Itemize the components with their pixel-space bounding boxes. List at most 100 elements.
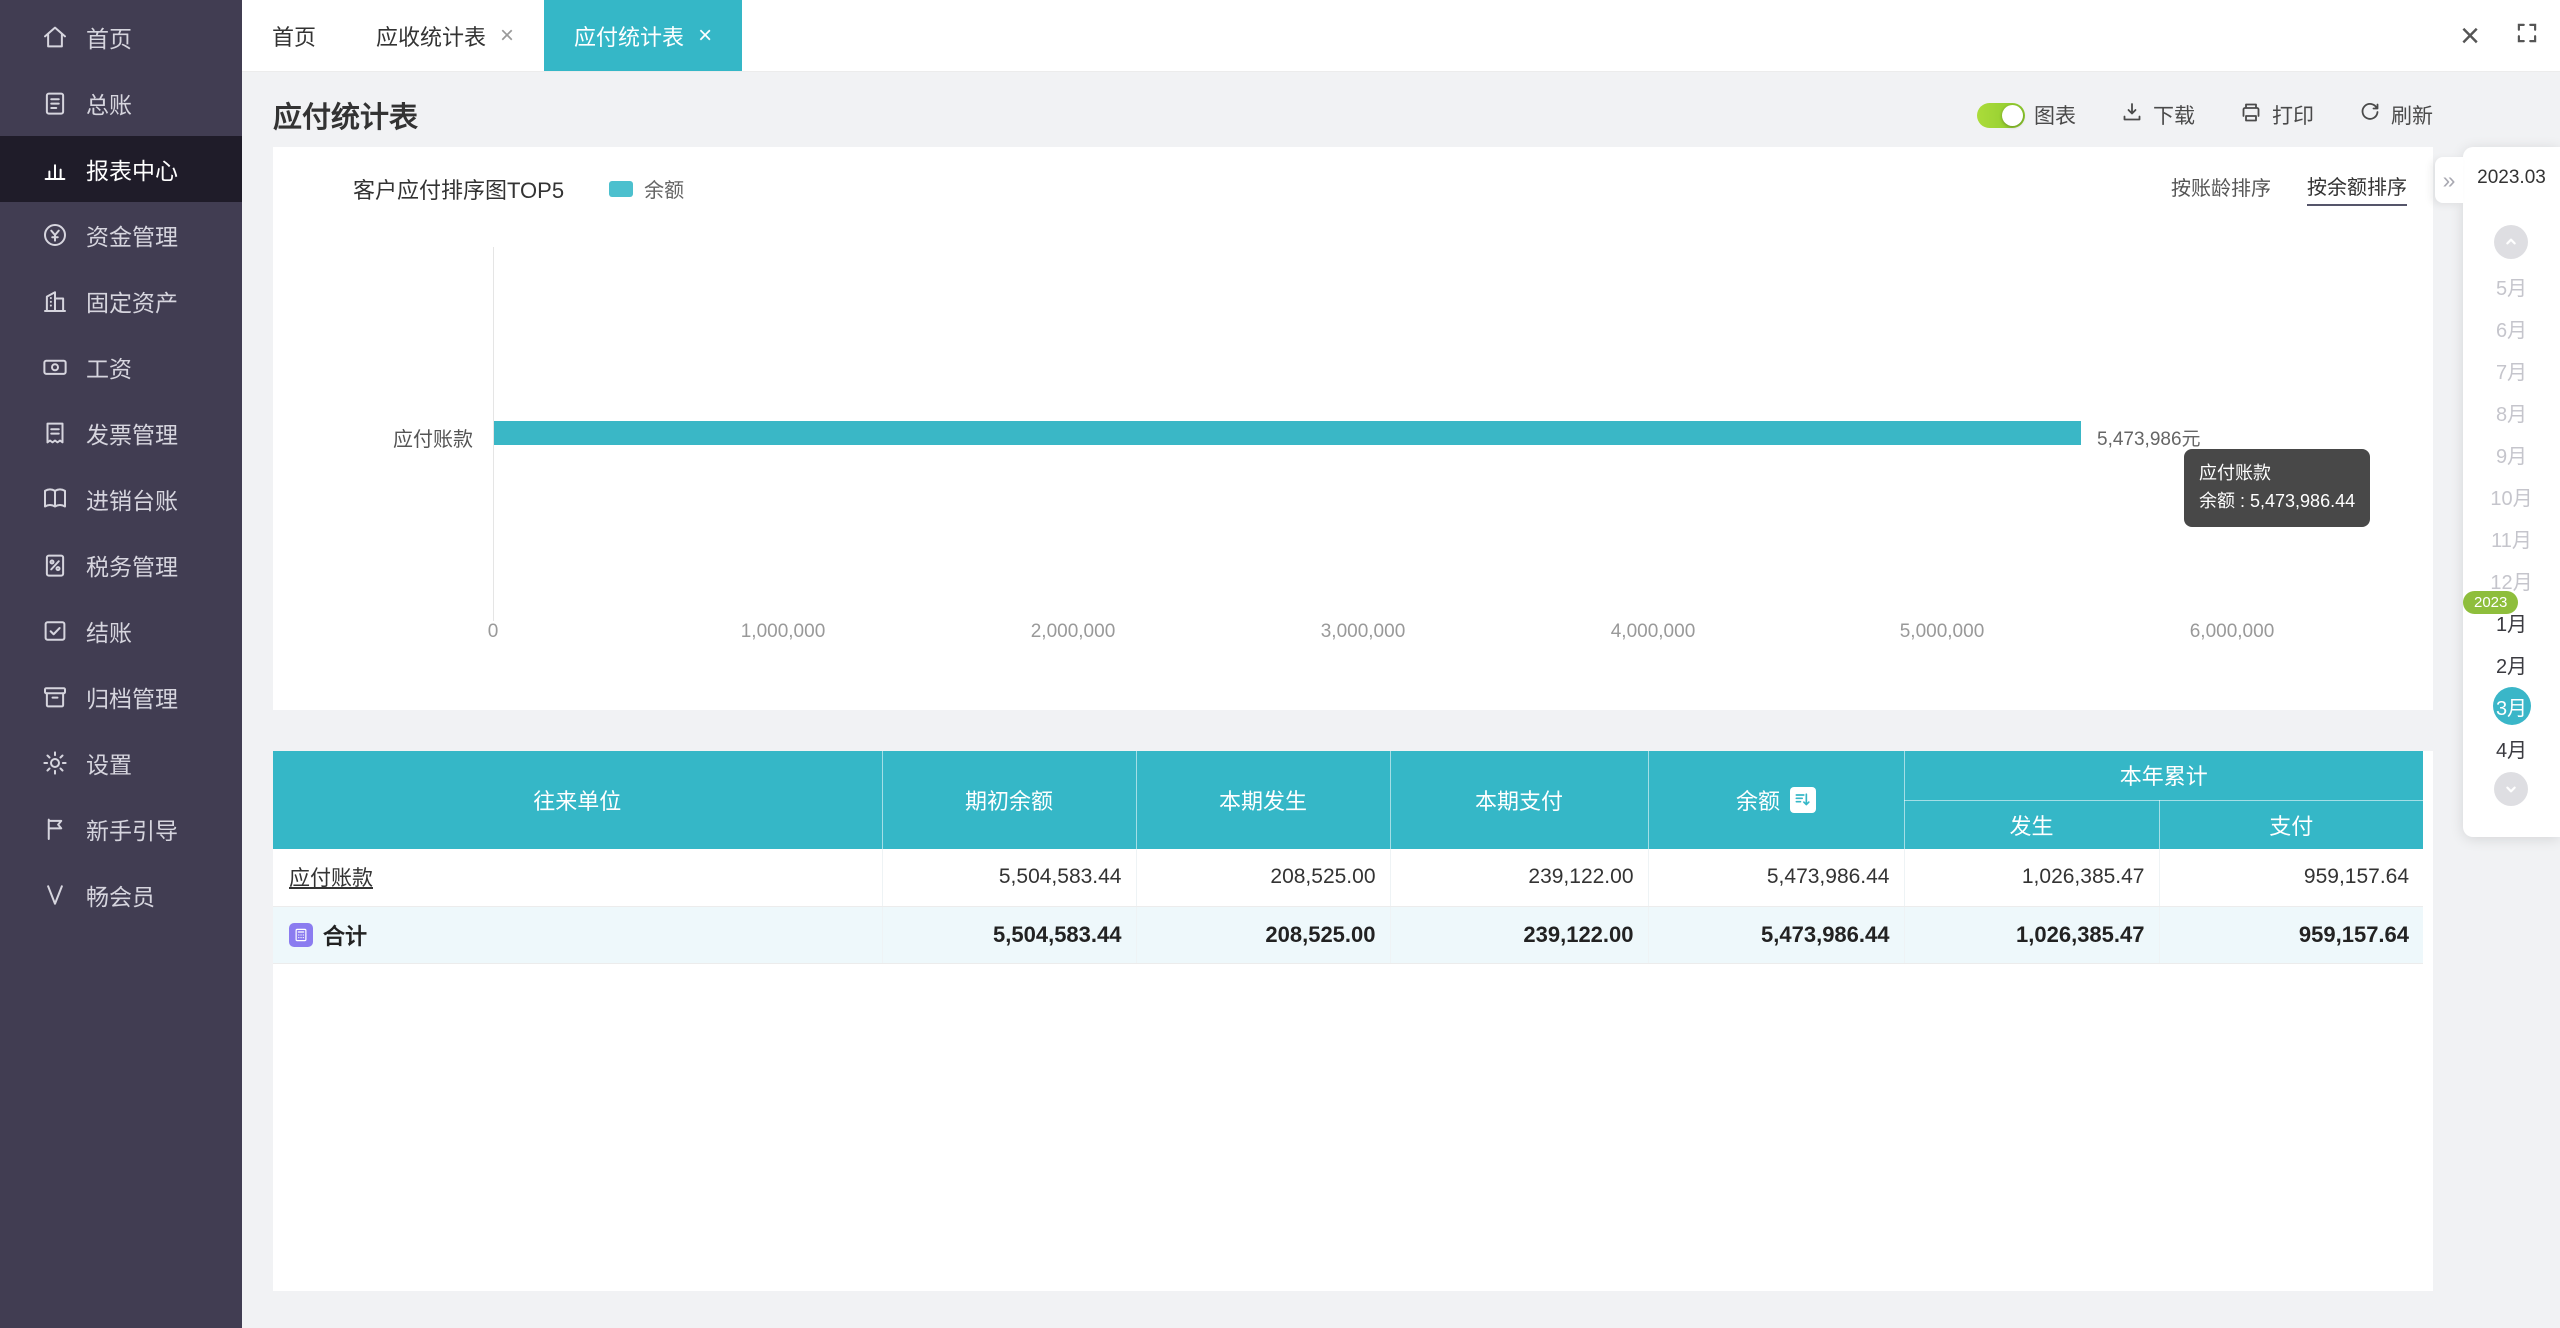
sidebar-item-fund-management[interactable]: 资金管理	[0, 202, 242, 268]
tab-bar: 首页 应收统计表 × 应付统计表 × ×	[242, 0, 2560, 72]
row-paid-cell: 239,122.00	[1390, 849, 1649, 907]
window-icons: ×	[2460, 0, 2560, 71]
chart-tooltip: 应付账款 余额 : 5,473,986.44	[2184, 449, 2371, 527]
refresh-label: 刷新	[2391, 105, 2433, 128]
sort-by-aging-link[interactable]: 按账龄排序	[2171, 178, 2271, 200]
calculator-icon	[289, 922, 313, 947]
sidebar-item-settings[interactable]: 设置	[0, 730, 242, 796]
sidebar-item-invoice-management[interactable]: 发票管理	[0, 400, 242, 466]
total-label: 合计	[323, 923, 368, 949]
sidebar-item-label: 工资	[86, 356, 132, 382]
sidebar-item-fixed-assets[interactable]: 固定资产	[0, 268, 242, 334]
month-item[interactable]: 5月	[2495, 277, 2528, 300]
collapse-panel-handle[interactable]: »	[2435, 157, 2463, 203]
sidebar-item-payroll[interactable]: 工资	[0, 334, 242, 400]
bar-value-label: 5,473,986元	[2097, 429, 2201, 450]
col-current-incurred[interactable]: 本期发生	[1136, 751, 1391, 849]
table-card: 往来单位 期初余额 本期发生 本期支付 余额 本年累计	[273, 751, 2433, 1291]
total-opening-cell: 5,504,583.44	[882, 906, 1137, 964]
chart-legend[interactable]: 余额	[609, 174, 684, 203]
scroll-months-down-button[interactable]	[2494, 772, 2528, 806]
sidebar-item-label: 设置	[86, 752, 132, 778]
chart-title: 客户应付排序图TOP5	[353, 177, 565, 203]
month-item[interactable]: 7月	[2495, 361, 2528, 384]
banknote-icon	[40, 352, 70, 382]
fullscreen-icon[interactable]	[2514, 20, 2540, 51]
month-item[interactable]: 11月	[2491, 529, 2532, 552]
ledger-icon	[40, 88, 70, 118]
v-member-icon	[40, 880, 70, 910]
tab-label: 应收统计表	[376, 24, 487, 50]
month-item[interactable]: 4月	[2495, 739, 2528, 762]
col-unit[interactable]: 往来单位	[273, 751, 883, 849]
close-tab-icon[interactable]: ×	[698, 21, 713, 49]
month-item-selected[interactable]: 3月	[2463, 685, 2560, 727]
payables-account-link[interactable]: 应付账款	[289, 867, 373, 891]
sidebar-item-purchase-sales-ledger[interactable]: 进销台账	[0, 466, 242, 532]
col-ytd-incurred[interactable]: 发生	[1904, 800, 2160, 849]
sidebar-item-general-ledger[interactable]: 总账	[0, 70, 242, 136]
close-tab-icon[interactable]: ×	[500, 21, 515, 49]
legend-swatch	[609, 180, 634, 197]
sort-descending-icon[interactable]	[1790, 787, 1816, 813]
month-selector-panel: » 2023.03 5月 6月 7月 8月 9月 10月 11月 12月 1月 …	[2435, 147, 2560, 837]
refresh-button[interactable]: 刷新	[2358, 100, 2433, 130]
tab-payables-report[interactable]: 应付统计表 ×	[544, 0, 743, 71]
x-tick: 6,000,000	[2189, 621, 2275, 642]
download-button[interactable]: 下载	[2120, 100, 2195, 130]
col-current-paid[interactable]: 本期支付	[1390, 751, 1649, 849]
book-icon	[40, 484, 70, 514]
year-badge: 2023	[2463, 591, 2519, 614]
sidebar-item-report-center[interactable]: 报表中心	[0, 136, 242, 202]
chart-card: 客户应付排序图TOP5 余额 按账龄排序 按余额排序 应付账款 5,473,98…	[273, 147, 2433, 710]
sidebar-item-label: 新手引导	[86, 818, 178, 844]
archive-box-icon	[40, 682, 70, 712]
close-window-icon[interactable]: ×	[2460, 16, 2480, 55]
sidebar-item-beginner-guide[interactable]: 新手引导	[0, 796, 242, 862]
sidebar-item-label: 进销台账	[86, 488, 178, 514]
x-tick: 1,000,000	[740, 621, 826, 642]
fund-yuan-icon	[40, 220, 70, 250]
chart-header: 客户应付排序图TOP5 余额 按账龄排序 按余额排序	[273, 147, 2433, 206]
sidebar-item-label: 税务管理	[86, 554, 178, 580]
scroll-months-up-button[interactable]	[2494, 225, 2528, 259]
total-ytd-paid-cell: 959,157.64	[2159, 906, 2424, 964]
chart-toggle[interactable]	[1977, 102, 2025, 128]
print-button[interactable]: 打印	[2239, 100, 2314, 130]
sidebar-item-closing[interactable]: 结账	[0, 598, 242, 664]
month-item[interactable]: 6月	[2495, 319, 2528, 342]
total-ytd-incurred-cell: 1,026,385.47	[1904, 906, 2160, 964]
total-balance-cell: 5,473,986.44	[1648, 906, 1905, 964]
tab-spacer	[742, 0, 2460, 71]
tab-home[interactable]: 首页	[242, 0, 346, 71]
total-incurred-cell: 208,525.00	[1136, 906, 1391, 964]
tooltip-value: 余额 : 5,473,986.44	[2199, 490, 2356, 511]
col-balance-label: 余额	[1735, 789, 1780, 814]
tab-label: 首页	[272, 24, 317, 50]
sidebar-item-tax-management[interactable]: 税务管理	[0, 532, 242, 598]
col-opening-balance[interactable]: 期初余额	[882, 751, 1137, 849]
month-item[interactable]: 2月	[2495, 655, 2528, 678]
sidebar-item-label: 首页	[86, 26, 132, 52]
sort-by-balance-link[interactable]: 按余额排序	[2307, 171, 2407, 206]
current-period-label: 2023.03	[2477, 167, 2546, 188]
month-item[interactable]: 9月	[2495, 445, 2528, 468]
flag-icon	[40, 814, 70, 844]
sidebar-item-home[interactable]: 首页	[0, 4, 242, 70]
table-header: 往来单位 期初余额 本期发生 本期支付 余额 本年累计	[273, 751, 2424, 849]
tab-receivables-report[interactable]: 应收统计表 ×	[346, 0, 544, 71]
bar-chart-plot: 应付账款 5,473,986元 0 1,000,000 2,000,000 3,…	[273, 147, 2433, 710]
month-item[interactable]: 12月	[2490, 571, 2533, 594]
balance-bar[interactable]	[494, 421, 2081, 445]
sidebar-item-label: 结账	[86, 620, 132, 646]
month-item[interactable]: 1月	[2495, 613, 2528, 636]
sidebar-item-label: 畅会员	[86, 884, 155, 910]
month-item[interactable]: 8月	[2495, 403, 2528, 426]
col-balance[interactable]: 余额	[1648, 751, 1905, 849]
col-ytd-paid[interactable]: 支付	[2159, 800, 2424, 849]
gear-icon	[40, 748, 70, 778]
sidebar-item-member[interactable]: 畅会员	[0, 862, 242, 928]
month-item[interactable]: 10月	[2490, 487, 2533, 510]
sidebar-item-archive-management[interactable]: 归档管理	[0, 664, 242, 730]
building-icon	[40, 286, 70, 316]
